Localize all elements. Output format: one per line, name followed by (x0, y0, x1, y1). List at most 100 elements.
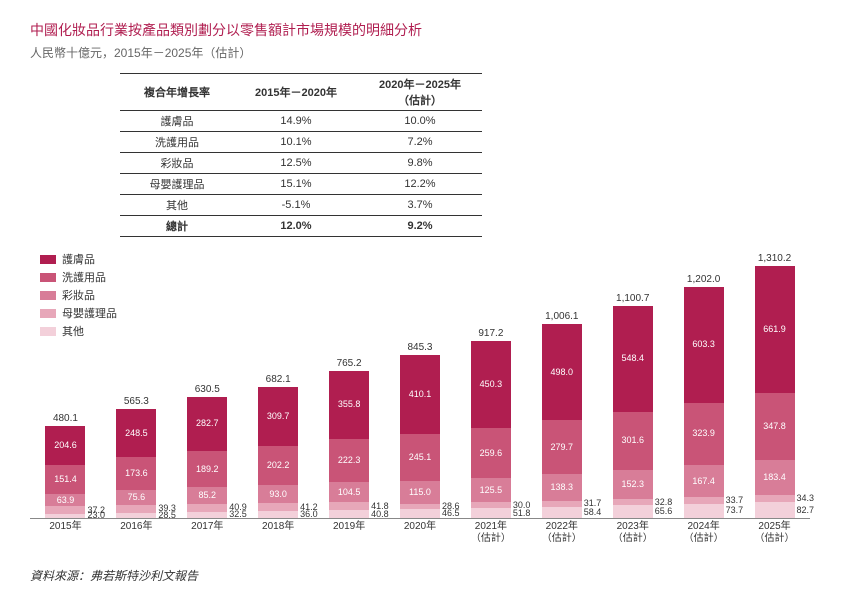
bar-segment: 85.2 (187, 487, 227, 503)
cagr-header-col1: 2015年－2020年 (234, 74, 358, 111)
x-axis-label: 2018年 (247, 521, 309, 551)
bar-segment: 204.6 (45, 426, 85, 465)
bar-segment: 355.8 (329, 371, 369, 440)
bar-total-label: 1,202.0 (687, 274, 720, 285)
x-axis-label: 2023年（估計） (602, 521, 664, 551)
bar-segment-value: 34.3 (797, 494, 815, 503)
bars-container: 480.1 204.6151.463.937.223.0 565.3 248.5173… (30, 251, 810, 519)
cagr-cell: 10.0% (358, 111, 482, 132)
bar-stack: 498.0279.7138.331.758.4 (542, 324, 582, 518)
bar-segment: 65.6 (613, 505, 653, 518)
bar-segment: 173.6 (116, 457, 156, 490)
bar-segment: 36.0 (258, 511, 298, 518)
bar-segment-value: 58.4 (584, 508, 602, 517)
bar-segment: 73.7 (684, 504, 724, 518)
cagr-cell: 12.5% (234, 153, 358, 174)
bar-segment-value: 65.6 (655, 507, 673, 516)
bar-segment: 40.9 (187, 504, 227, 512)
bar-segment: 498.0 (542, 324, 582, 420)
bar-segment-value: 28.5 (158, 511, 176, 520)
bar-segment: 125.5 (471, 478, 511, 502)
x-axis: 2015年2016年2017年2018年2019年2020年2021年（估計）2… (30, 521, 810, 551)
bar-segment: 410.1 (400, 355, 440, 434)
cagr-cell: 10.1% (234, 132, 358, 153)
bar-total-label: 845.3 (407, 342, 432, 353)
bar-group: 682.1309.7202.293.041.236.0 (247, 374, 309, 518)
x-axis-label: 2015年 (34, 521, 96, 551)
bar-segment: 104.5 (329, 482, 369, 502)
bar-segment: 41.2 (258, 503, 298, 511)
x-axis-label: 2020年 (389, 521, 451, 551)
source-note: 資料來源：弗若斯特沙利文報告 (30, 567, 813, 584)
cagr-row-label: 護膚品 (120, 111, 234, 132)
bar-segment-value: 73.7 (726, 506, 744, 515)
bar-segment: 152.3 (613, 470, 653, 499)
bar-segment-value: 51.8 (513, 509, 531, 518)
bar-group: 480.1 204.6151.463.937.223.0 (34, 413, 96, 518)
bar-segment: 301.6 (613, 412, 653, 470)
bar-stack: 248.5173.675.639.328.5 (116, 409, 156, 518)
bar-segment: 46.5 (400, 509, 440, 518)
bar-segment: 82.7 (755, 502, 795, 518)
bar-total-label: 565.3 (124, 396, 149, 407)
bar-segment: 41.8 (329, 502, 369, 510)
cagr-table: 複合年增長率 2015年－2020年 2020年－2025年 （估計） 護膚品 … (120, 73, 482, 237)
bar-group: 565.3 248.5173.675.639.328.5 (105, 396, 167, 518)
bar-group: 1,310.2 661.9347.8183.434.382.7 (744, 253, 806, 518)
bar-segment: 183.4 (755, 460, 795, 495)
bar-segment: 93.0 (258, 485, 298, 503)
bar-segment: 347.8 (755, 393, 795, 460)
bar-segment: 222.3 (329, 439, 369, 482)
bar-segment: 151.4 (45, 465, 85, 494)
bar-segment: 323.9 (684, 403, 724, 465)
cagr-row-label: 彩妝品 (120, 153, 234, 174)
bar-group: 1,202.0 603.3323.9167.433.773.7 (673, 274, 735, 518)
bar-stack: 282.7189.285.240.932.5 (187, 397, 227, 518)
bar-stack: 309.7202.293.041.236.0 (258, 387, 298, 518)
cagr-total-cell: 9.2% (358, 216, 482, 237)
bar-segment-value: 40.8 (371, 510, 389, 519)
bar-stack: 603.3323.9167.433.773.7 (684, 287, 724, 518)
x-axis-label: 2021年（估計） (460, 521, 522, 551)
bar-total-label: 1,310.2 (758, 253, 791, 264)
cagr-row-label: 洗護用品 (120, 132, 234, 153)
bar-segment: 279.7 (542, 420, 582, 474)
bar-segment: 548.4 (613, 306, 653, 412)
bar-segment: 51.8 (471, 508, 511, 518)
bar-segment-value: 32.5 (229, 510, 247, 519)
bar-stack: 661.9347.8183.434.382.7 (755, 266, 795, 518)
bar-total-label: 1,100.7 (616, 293, 649, 304)
cagr-row-label: 其他 (120, 195, 234, 216)
bar-segment: 245.1 (400, 434, 440, 481)
bar-segment-value: 36.0 (300, 510, 318, 519)
cagr-total-cell: 12.0% (234, 216, 358, 237)
bar-stack: 410.1245.1115.028.646.5 (400, 355, 440, 518)
bar-segment: 450.3 (471, 341, 511, 428)
bar-segment: 23.0 (45, 514, 85, 518)
bar-total-label: 630.5 (195, 384, 220, 395)
cagr-row-label: 母嬰護理品 (120, 174, 234, 195)
bar-segment: 28.5 (116, 513, 156, 518)
bar-segment: 309.7 (258, 387, 298, 447)
bar-total-label: 765.2 (337, 358, 362, 369)
bar-segment: 40.8 (329, 510, 369, 518)
bar-segment: 75.6 (116, 490, 156, 505)
bar-segment-value: 23.0 (87, 511, 105, 520)
cagr-cell: 14.9% (234, 111, 358, 132)
bar-segment-value: 82.7 (797, 506, 815, 515)
cagr-cell: 3.7% (358, 195, 482, 216)
cagr-total-label: 總計 (120, 216, 234, 237)
cagr-header-col2: 2020年－2025年 （估計） (358, 74, 482, 111)
bar-segment: 34.3 (755, 495, 795, 502)
bar-stack: 355.8222.3104.541.840.8 (329, 371, 369, 518)
bar-total-label: 480.1 (53, 413, 78, 424)
bar-segment: 282.7 (187, 397, 227, 451)
bar-segment: 115.0 (400, 481, 440, 503)
cagr-header-label: 複合年增長率 (120, 74, 234, 111)
bar-segment: 63.9 (45, 494, 85, 506)
bar-group: 917.2450.3259.6125.530.051.8 (460, 328, 522, 518)
bar-segment: 603.3 (684, 287, 724, 403)
bar-segment: 37.2 (45, 506, 85, 513)
bar-segment: 259.6 (471, 428, 511, 478)
x-axis-label: 2022年（估計） (531, 521, 593, 551)
